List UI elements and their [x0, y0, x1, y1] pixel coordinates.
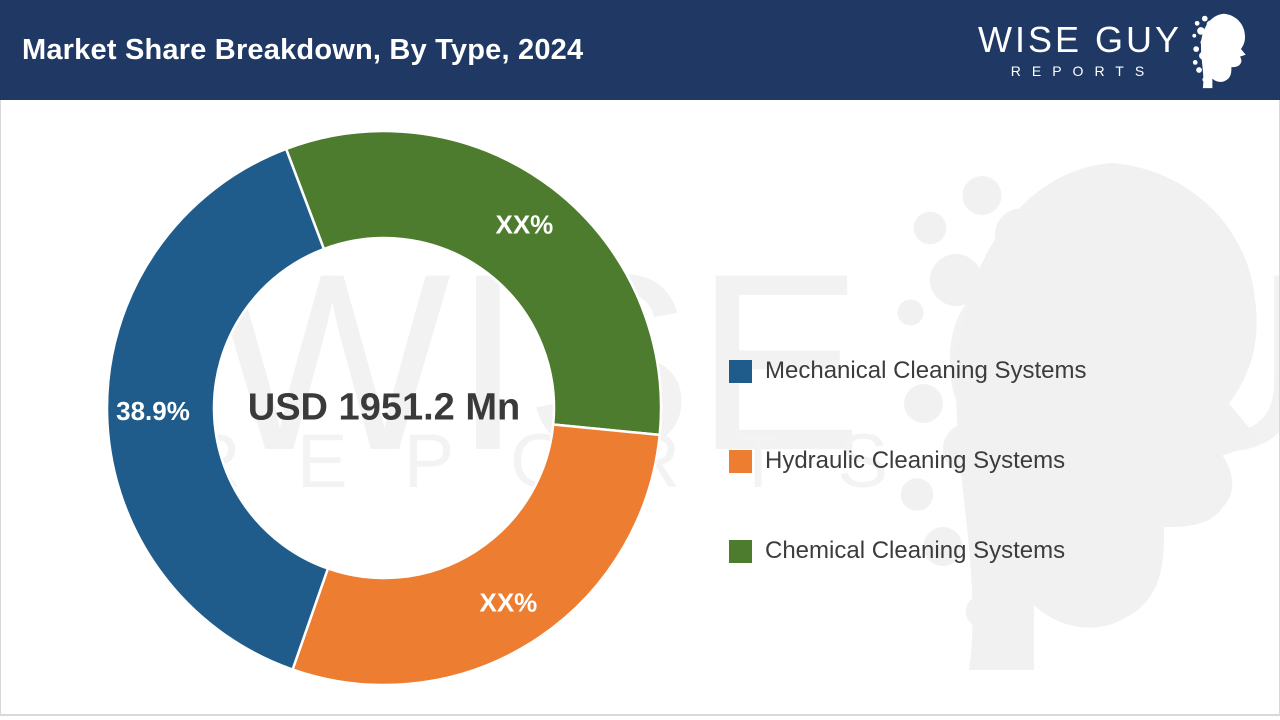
chart-canvas: WISE GUY REPORTS XX%XX%38.9% USD 1951.2 …	[0, 100, 1280, 716]
donut-chart: XX% XX% 38.9%	[105, 129, 663, 687]
header-bar: Market Share Breakdown, By Type, 2024 WI…	[0, 0, 1280, 100]
legend-item-mechanical: Mechanical Cleaning Systems	[729, 357, 1086, 385]
segment-label-2: 38.9%	[116, 396, 190, 426]
legend-swatch-hydraulic	[729, 449, 752, 473]
logo-subtitle: REPORTS	[1010, 63, 1156, 79]
legend-label: Mechanical Cleaning Systems	[765, 357, 1087, 384]
segment-label-1: XX%	[479, 588, 537, 618]
chart-legend: Mechanical Cleaning Systems Hydraulic Cl…	[729, 357, 1086, 565]
donut-segment-1	[291, 423, 662, 687]
legend-label: Hydraulic Cleaning Systems	[765, 447, 1066, 474]
legend-swatch-chemical	[729, 539, 752, 563]
page-title: Market Share Breakdown, By Type, 2024	[22, 33, 584, 66]
legend-item-hydraulic: Hydraulic Cleaning Systems	[729, 447, 1086, 475]
logo-wordmark: WISE GUY	[977, 19, 1182, 60]
wise-guy-logo: WISE GUY REPORTS	[978, 10, 1252, 90]
logo-text: WISE GUY REPORTS	[977, 19, 1182, 79]
watermark-face-icon	[897, 163, 1262, 670]
segment-label-0: XX%	[495, 210, 553, 240]
donut-segment-2	[105, 147, 330, 672]
legend-label: Chemical Cleaning Systems	[765, 537, 1066, 564]
legend-item-chemical: Chemical Cleaning Systems	[729, 537, 1086, 565]
donut-segment-0	[284, 129, 663, 437]
logo-face-icon	[1192, 13, 1246, 89]
legend-swatch-mechanical	[729, 359, 752, 383]
donut-center-value: USD 1951.2 Mn	[247, 386, 521, 429]
